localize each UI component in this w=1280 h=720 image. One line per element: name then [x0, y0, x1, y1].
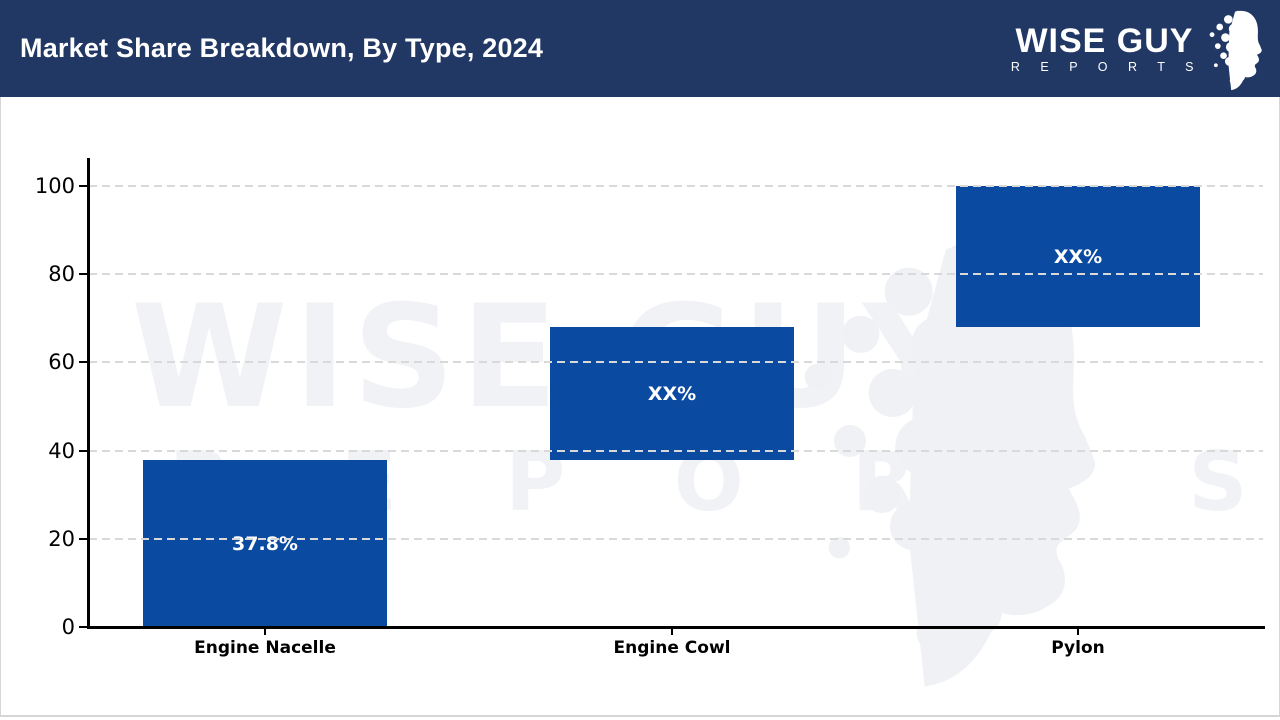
y-tick-mark	[79, 537, 87, 540]
watermark-text-1: WISE GUY	[131, 275, 972, 440]
gridline	[89, 537, 1263, 540]
bar-pylon: XX%	[956, 186, 1200, 328]
bottom-border	[0, 715, 1280, 717]
bar-value-label: 37.8%	[232, 532, 298, 555]
y-tick-mark	[79, 273, 87, 276]
x-axis-spine	[87, 626, 1265, 629]
gridline	[89, 273, 1263, 276]
x-tick-mark	[671, 628, 673, 635]
y-tick-label: 60	[48, 350, 75, 375]
y-tick-label: 0	[61, 615, 75, 639]
bar-value-label: XX%	[647, 382, 697, 405]
x-tick-mark	[264, 628, 266, 635]
bar-value-label: XX%	[1053, 245, 1103, 268]
logo-wordmark: WISE GUY	[1015, 21, 1194, 60]
brand-logo: WISE GUY R E P O R T S	[1007, 6, 1280, 92]
y-tick-mark	[79, 185, 87, 187]
x-tick-mark	[1077, 628, 1079, 635]
bar-engine-nacelle: 37.8%	[143, 460, 387, 627]
y-tick-label: 40	[48, 438, 75, 463]
y-tick-label: 80	[48, 262, 75, 287]
gridline	[89, 361, 1263, 364]
logo-subtitle: R E P O R T S	[1010, 59, 1202, 74]
bar-engine-cowl: XX%	[550, 327, 794, 461]
x-category-label: Engine Cowl	[613, 638, 731, 658]
chart-area: WISE GUY R E P O R T S 0 20 40 60 80 100	[0, 97, 1280, 715]
x-category-label: Engine Nacelle	[194, 638, 336, 658]
y-axis-spine	[87, 158, 90, 629]
y-tick-mark	[79, 449, 87, 452]
header-bar: Market Share Breakdown, By Type, 2024 WI…	[0, 0, 1280, 97]
y-tick-mark	[79, 361, 87, 364]
y-tick-mark	[79, 626, 87, 628]
gridline	[89, 449, 1263, 452]
page-title: Market Share Breakdown, By Type, 2024	[20, 33, 544, 63]
x-category-label: Pylon	[1051, 638, 1105, 658]
gridline	[89, 185, 1263, 187]
y-tick-label: 20	[48, 526, 75, 551]
y-tick-label: 100	[34, 174, 75, 198]
face-profile-icon	[1209, 10, 1262, 90]
watermark-face-icon	[804, 243, 1096, 687]
